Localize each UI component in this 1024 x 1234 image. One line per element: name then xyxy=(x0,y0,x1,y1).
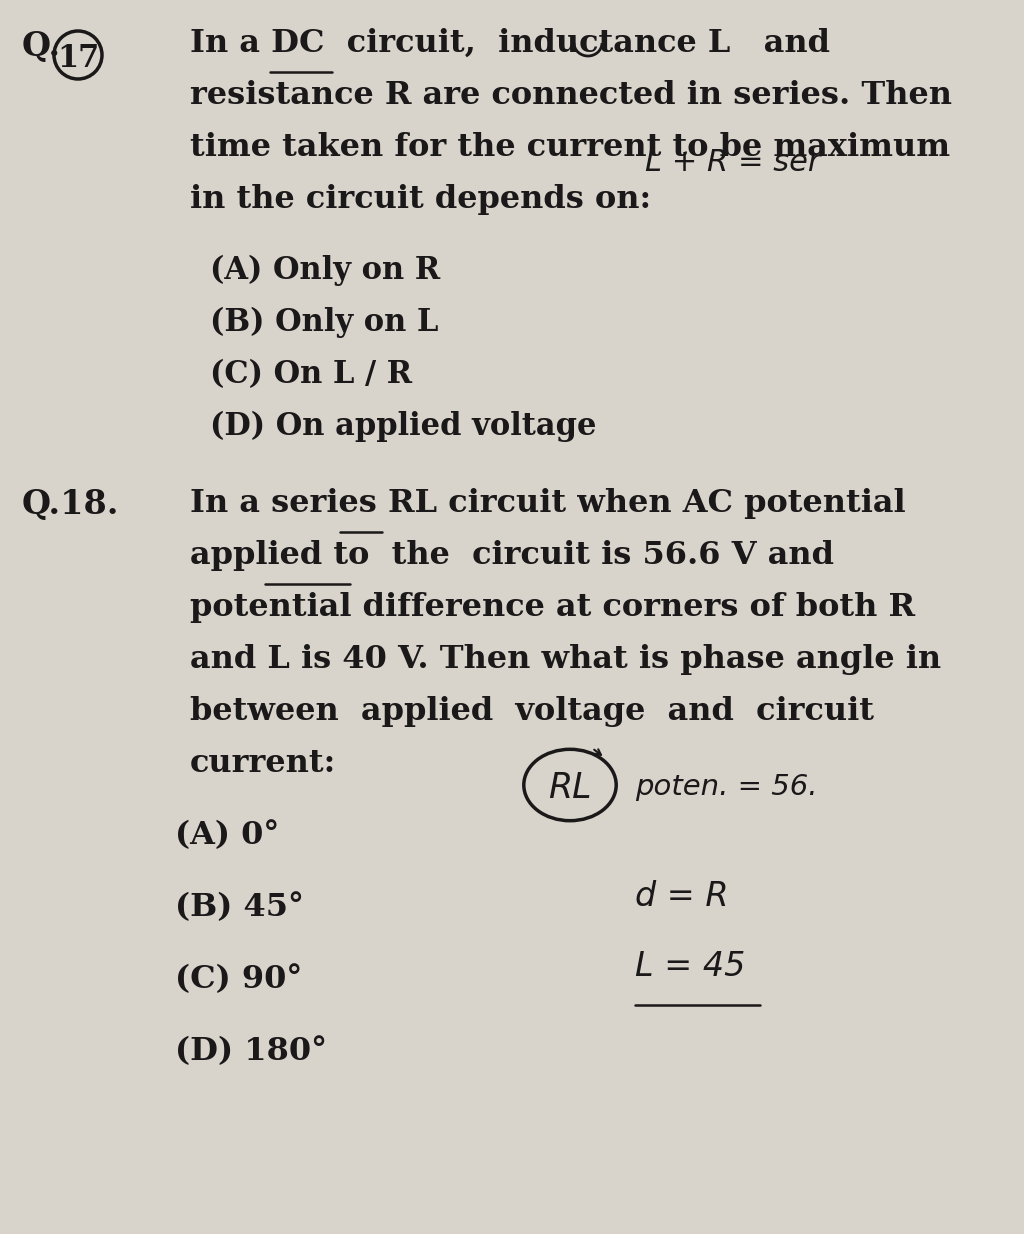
Text: (A) 0°: (A) 0° xyxy=(175,821,280,851)
Text: potential difference at corners of both R: potential difference at corners of both … xyxy=(190,592,915,623)
Text: 17: 17 xyxy=(57,43,99,74)
Text: between  applied  voltage  and  circuit: between applied voltage and circuit xyxy=(190,696,874,727)
Text: In a series RL circuit when AC potential: In a series RL circuit when AC potential xyxy=(190,487,905,520)
Text: In a DC  circuit,  inductance L   and: In a DC circuit, inductance L and xyxy=(190,28,830,59)
Text: current:: current: xyxy=(190,748,336,779)
Text: (B) Only on L: (B) Only on L xyxy=(210,307,438,338)
Text: (D) 180°: (D) 180° xyxy=(175,1037,327,1067)
Text: (D) On applied voltage: (D) On applied voltage xyxy=(210,411,597,442)
Text: poten. = 56.: poten. = 56. xyxy=(635,772,817,801)
Text: (A) Only on R: (A) Only on R xyxy=(210,255,440,286)
Text: L = 45: L = 45 xyxy=(635,950,745,983)
Text: resistance R are connected in series. Then: resistance R are connected in series. Th… xyxy=(190,80,952,111)
Text: Q.18.: Q.18. xyxy=(22,487,120,521)
Text: RL: RL xyxy=(548,771,592,805)
Text: and L is 40 V. Then what is phase angle in: and L is 40 V. Then what is phase angle … xyxy=(190,644,941,675)
Text: (C) 90°: (C) 90° xyxy=(175,964,302,995)
Text: in the circuit depends on:: in the circuit depends on: xyxy=(190,184,651,215)
Text: Q.: Q. xyxy=(22,30,61,63)
Text: time taken for the current to be maximum: time taken for the current to be maximum xyxy=(190,132,950,163)
Text: d = R: d = R xyxy=(635,880,729,913)
Text: (C) On L / R: (C) On L / R xyxy=(210,359,412,390)
Text: applied to  the  circuit is 56.6 V and: applied to the circuit is 56.6 V and xyxy=(190,540,834,571)
Text: (B) 45°: (B) 45° xyxy=(175,892,304,923)
Text: L + R = ser: L + R = ser xyxy=(645,148,820,176)
